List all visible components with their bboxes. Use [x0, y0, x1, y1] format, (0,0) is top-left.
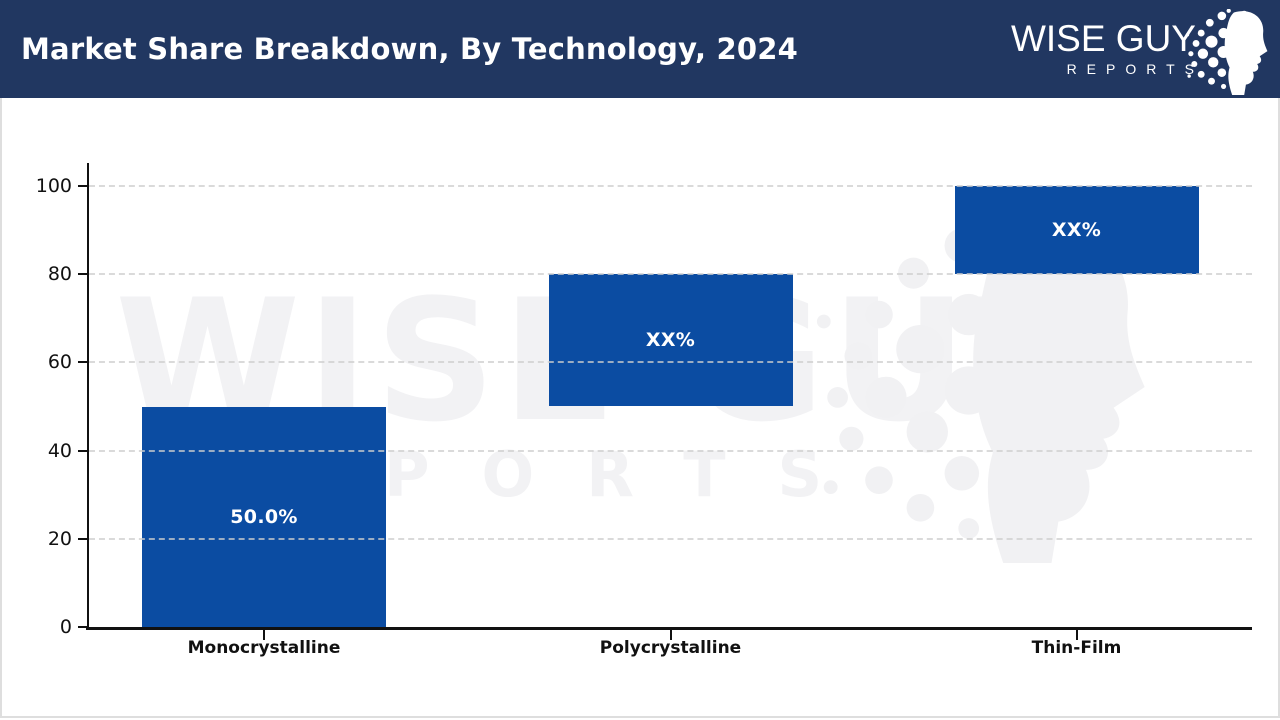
brand-face-icon: [1185, 9, 1268, 95]
y-tick-label: 20: [47, 527, 72, 550]
gridline-80: [89, 273, 1252, 276]
bar-thin-film: XX%: [954, 186, 1199, 275]
bar-value-label: 50.0%: [230, 505, 298, 528]
y-axis-spine: [87, 163, 89, 629]
y-tick-label: 60: [47, 351, 72, 374]
y-tick: [78, 449, 87, 452]
y-tick: [78, 185, 87, 187]
bar-polycrystalline: XX%: [548, 274, 793, 407]
y-tick: [78, 273, 87, 276]
brand-logo: WISE GUY REPORTS: [1011, 7, 1268, 95]
brand-name: WISE GUY: [1010, 18, 1196, 59]
x-tick-label: Monocrystalline: [187, 638, 341, 658]
x-tick-label: Thin-Film: [1031, 638, 1122, 658]
y-tick-label: 100: [35, 175, 72, 197]
y-tick: [78, 537, 87, 540]
x-tick: [669, 630, 672, 640]
brand-logo-text: WISE GUY REPORTS: [1010, 18, 1196, 78]
gridline-100: [89, 185, 1252, 187]
y-tick-label: 0: [59, 616, 72, 638]
gridline-60: [89, 361, 1252, 364]
x-tick: [263, 630, 265, 640]
x-axis-spine: [86, 627, 1252, 630]
page-title: Market Share Breakdown, By Technology, 2…: [21, 32, 799, 66]
y-tick: [78, 626, 87, 628]
y-tick-label: 80: [47, 263, 72, 286]
bar-value-label: XX%: [1051, 219, 1102, 242]
brand-subname: REPORTS: [1066, 61, 1204, 77]
bar-value-label: XX%: [645, 329, 696, 352]
gridline-20: [89, 537, 1252, 540]
gridline-40: [89, 449, 1252, 452]
header-bar: Market Share Breakdown, By Technology, 2…: [0, 0, 1280, 98]
y-tick-label: 40: [47, 439, 72, 462]
x-tick: [1075, 630, 1078, 640]
x-tick-label: Polycrystalline: [599, 638, 742, 658]
y-tick: [78, 361, 87, 364]
bar-monocrystalline: 50.0%: [142, 406, 386, 627]
